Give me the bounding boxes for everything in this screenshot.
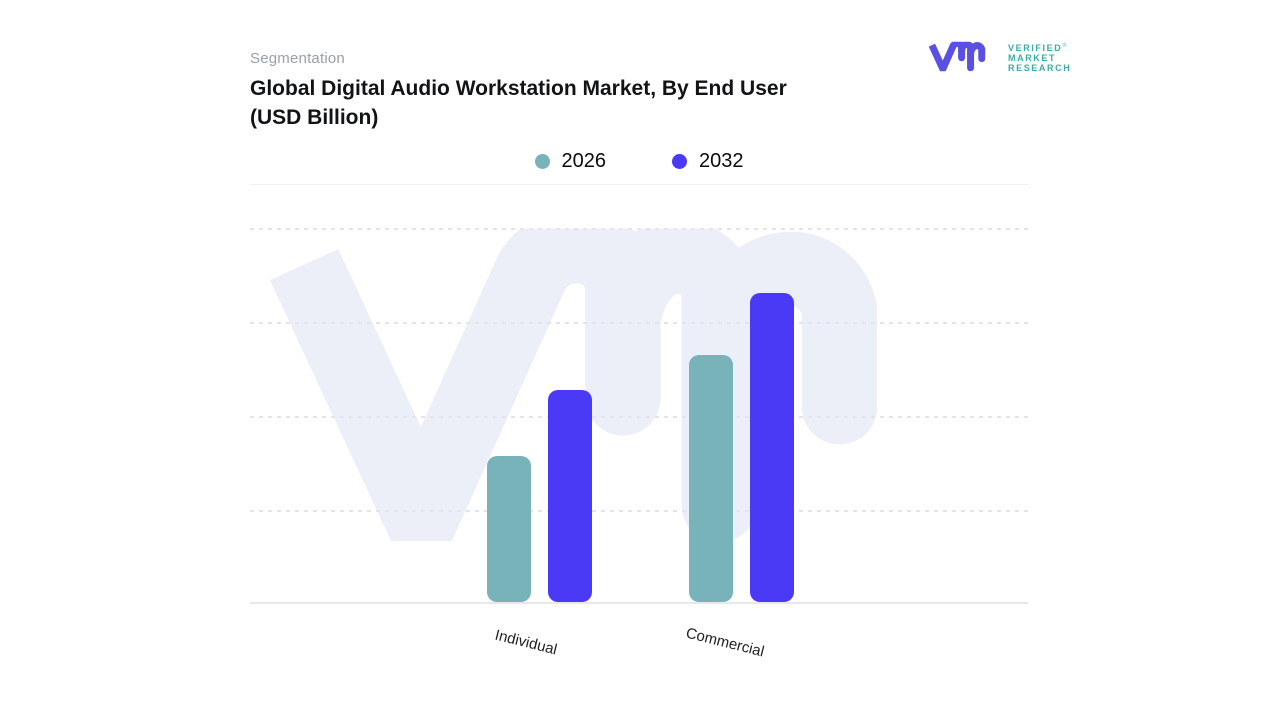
gridline xyxy=(250,416,1028,418)
x-axis-label-individual: Individual xyxy=(493,626,559,659)
bar-groups xyxy=(250,225,1028,602)
chart-title: Global Digital Audio Workstation Market,… xyxy=(250,77,787,129)
vmr-logo-text: VERIFIED® MARKET RESEARCH xyxy=(1008,41,1071,73)
chart-eyebrow: Segmentation xyxy=(250,50,345,67)
legend-dot-icon xyxy=(672,153,687,169)
registered-trademark-icon: ® xyxy=(1062,42,1067,49)
legend-item-2026[interactable]: 2026 xyxy=(534,149,607,173)
legend-label: 2026 xyxy=(561,149,607,172)
x-axis-label-commercial: Commercial xyxy=(684,624,766,661)
gridline xyxy=(250,322,1028,324)
legend-item-2032[interactable]: 2032 xyxy=(672,150,744,173)
bar-2032-commercial xyxy=(750,293,794,602)
gridline xyxy=(250,510,1028,512)
bar-2026-individual xyxy=(487,456,531,602)
vmr-monogram-icon xyxy=(928,40,998,73)
gridline xyxy=(250,228,1028,230)
bar-2026-commercial xyxy=(689,355,733,602)
bar-group-commercial xyxy=(689,225,794,602)
bar-2032-individual xyxy=(548,390,592,602)
logo-line-market: MARKET xyxy=(1008,52,1057,63)
x-axis-labels: Individual Commercial xyxy=(250,604,1028,674)
bar-group-individual xyxy=(487,225,592,602)
vmr-logo: VERIFIED® MARKET RESEARCH xyxy=(928,40,1071,73)
chart-legend: 2026 2032 xyxy=(250,146,1028,176)
logo-line-verified: VERIFIED xyxy=(1008,42,1063,53)
legend-label: 2032 xyxy=(699,149,744,172)
logo-line-research: RESEARCH xyxy=(1008,62,1072,73)
plot-area xyxy=(250,225,1028,604)
legend-dot-icon xyxy=(534,153,550,169)
header-divider xyxy=(250,184,1028,185)
